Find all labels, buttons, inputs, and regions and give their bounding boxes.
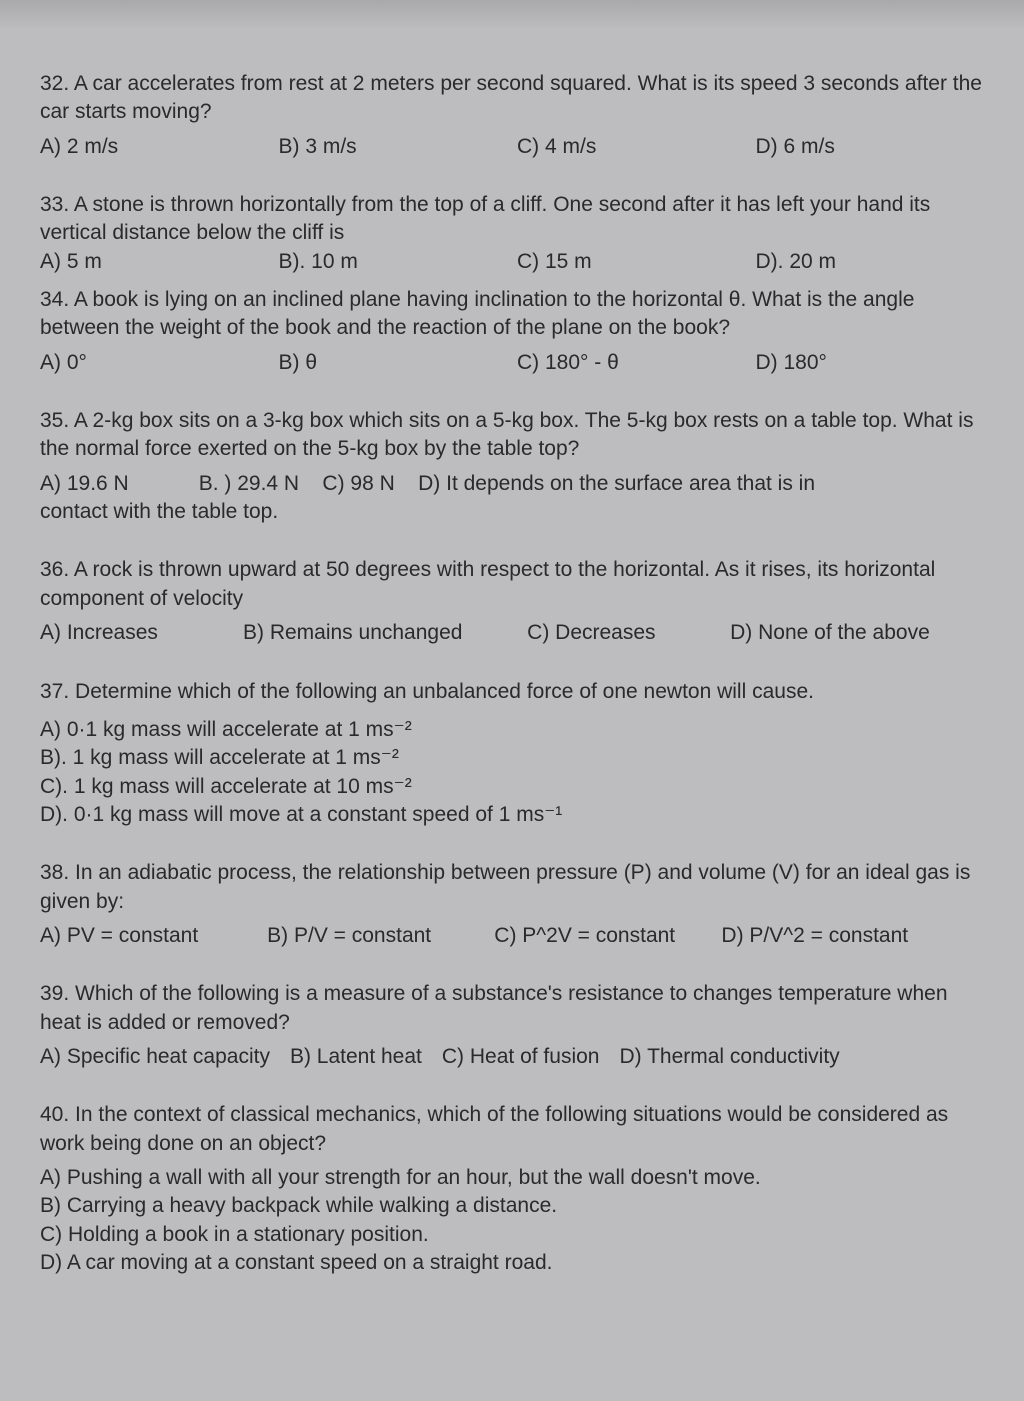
question-35-text: 35. A 2-kg box sits on a 3-kg box which … xyxy=(40,407,994,464)
q32-choice-b: B) 3 m/s xyxy=(279,133,518,161)
question-33-choices: A) 5 m B). 10 m C) 15 m D). 20 m xyxy=(40,248,994,276)
question-37-choices: A) 0·1 kg mass will accelerate at 1 ms⁻²… xyxy=(40,716,994,829)
question-39-text: 39. Which of the following is a measure … xyxy=(40,980,994,1037)
question-37-text: 37. Determine which of the following an … xyxy=(40,678,994,706)
q37-choice-b: B). 1 kg mass will accelerate at 1 ms⁻² xyxy=(40,744,994,772)
q38-choice-b: B) P/V = constant xyxy=(267,922,494,950)
q38-choice-c: C) P^2V = constant xyxy=(494,922,721,950)
question-40-choices: A) Pushing a wall with all your strength… xyxy=(40,1164,994,1277)
q33-choice-a: A) 5 m xyxy=(40,248,279,276)
q36-choice-b: B) Remains unchanged xyxy=(243,619,527,647)
q37-choice-c: C). 1 kg mass will accelerate at 10 ms⁻² xyxy=(40,773,994,801)
q38-choice-d: D) P/V^2 = constant xyxy=(721,922,994,950)
question-36-text: 36. A rock is thrown upward at 50 degree… xyxy=(40,556,994,613)
q36-choice-c: C) Decreases xyxy=(527,619,730,647)
q34-choice-b: B) θ xyxy=(279,349,518,377)
q35-choice-row: A) 19.6 N B. ) 29.4 N C) 98 N D) It depe… xyxy=(40,470,994,498)
question-37: 37. Determine which of the following an … xyxy=(40,678,994,830)
q33-choice-c: C) 15 m xyxy=(517,248,756,276)
q40-choice-d: D) A car moving at a constant speed on a… xyxy=(40,1249,994,1277)
page-shadow xyxy=(0,0,1024,30)
q39-choice-c: C) Heat of fusion xyxy=(442,1043,600,1071)
q33-choice-d: D). 20 m xyxy=(756,248,995,276)
q40-choice-b: B) Carrying a heavy backpack while walki… xyxy=(40,1192,994,1220)
q40-choice-a: A) Pushing a wall with all your strength… xyxy=(40,1164,994,1192)
question-33-text: 33. A stone is thrown horizontally from … xyxy=(40,191,994,248)
question-33: 33. A stone is thrown horizontally from … xyxy=(40,191,994,276)
question-34-text: 34. A book is lying on an inclined plane… xyxy=(40,286,994,343)
q39-choice-d: D) Thermal conductivity xyxy=(619,1043,839,1071)
question-34-choices: A) 0° B) θ C) 180° - θ D) 180° xyxy=(40,349,994,377)
question-39-choices: A) Specific heat capacity B) Latent heat… xyxy=(40,1043,994,1071)
question-35-choices: A) 19.6 N B. ) 29.4 N C) 98 N D) It depe… xyxy=(40,470,994,527)
q39-choice-b: B) Latent heat xyxy=(290,1043,422,1071)
q32-choice-a: A) 2 m/s xyxy=(40,133,279,161)
question-40-text: 40. In the context of classical mechanic… xyxy=(40,1101,994,1158)
q32-choice-c: C) 4 m/s xyxy=(517,133,756,161)
question-38-choices: A) PV = constant B) P/V = constant C) P^… xyxy=(40,922,994,950)
q37-choice-a: A) 0·1 kg mass will accelerate at 1 ms⁻² xyxy=(40,716,994,744)
q34-choice-c: C) 180° - θ xyxy=(517,349,756,377)
question-40: 40. In the context of classical mechanic… xyxy=(40,1101,994,1277)
question-36: 36. A rock is thrown upward at 50 degree… xyxy=(40,556,994,647)
question-38-text: 38. In an adiabatic process, the relatio… xyxy=(40,859,994,916)
q33-choice-b: B). 10 m xyxy=(279,248,518,276)
q39-choice-a: A) Specific heat capacity xyxy=(40,1043,270,1071)
question-32-choices: A) 2 m/s B) 3 m/s C) 4 m/s D) 6 m/s xyxy=(40,133,994,161)
question-38: 38. In an adiabatic process, the relatio… xyxy=(40,859,994,950)
q36-choice-a: A) Increases xyxy=(40,619,243,647)
q32-choice-d: D) 6 m/s xyxy=(756,133,995,161)
question-32-text: 32. A car accelerates from rest at 2 met… xyxy=(40,70,994,127)
question-32: 32. A car accelerates from rest at 2 met… xyxy=(40,70,994,161)
q37-choice-d: D). 0·1 kg mass will move at a constant … xyxy=(40,801,994,829)
q38-choice-a: A) PV = constant xyxy=(40,922,267,950)
q35-choice-row2: contact with the table top. xyxy=(40,498,994,526)
q40-choice-c: C) Holding a book in a stationary positi… xyxy=(40,1221,994,1249)
q36-choice-d: D) None of the above xyxy=(730,619,994,647)
exam-page: 32. A car accelerates from rest at 2 met… xyxy=(40,70,994,1277)
question-39: 39. Which of the following is a measure … xyxy=(40,980,994,1071)
question-34: 34. A book is lying on an inclined plane… xyxy=(40,286,994,377)
q34-choice-d: D) 180° xyxy=(756,349,995,377)
q34-choice-a: A) 0° xyxy=(40,349,279,377)
question-35: 35. A 2-kg box sits on a 3-kg box which … xyxy=(40,407,994,526)
question-36-choices: A) Increases B) Remains unchanged C) Dec… xyxy=(40,619,994,647)
